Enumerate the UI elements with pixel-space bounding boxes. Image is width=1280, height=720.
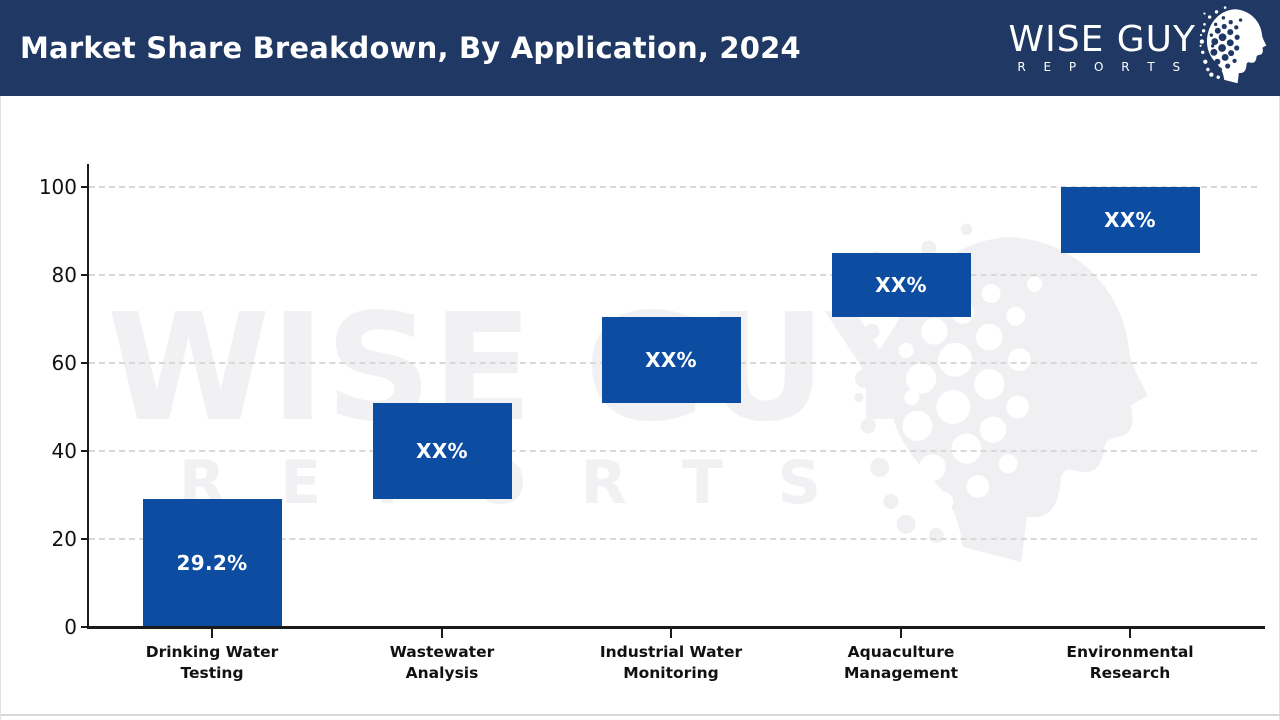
y-axis-line xyxy=(87,164,89,629)
y-tick xyxy=(81,450,89,452)
bar-segment: XX% xyxy=(1060,187,1200,253)
y-tick-label: 100 xyxy=(38,175,77,199)
y-tick xyxy=(81,538,89,540)
y-tick xyxy=(81,362,89,364)
bar-segment: XX% xyxy=(601,316,741,403)
logo-text: WISE GUY R E P O R T S xyxy=(1008,18,1197,74)
bar-value-label: XX% xyxy=(645,347,697,372)
x-tick xyxy=(900,629,902,638)
y-tick-label: 40 xyxy=(51,439,77,463)
bar-value-label: XX% xyxy=(1104,208,1156,232)
chart-title: Market Share Breakdown, By Application, … xyxy=(20,31,801,65)
bar-segment: 29.2% xyxy=(142,498,282,627)
gridline xyxy=(89,274,1257,276)
x-axis-line xyxy=(87,626,1265,629)
y-tick-label: 80 xyxy=(51,263,77,287)
x-tick xyxy=(670,629,672,638)
x-category-label: Environmental Research xyxy=(1066,643,1194,682)
wiseguy-logo: WISE GUY R E P O R T S xyxy=(1009,0,1273,96)
y-tick-label: 0 xyxy=(64,615,77,639)
x-tick xyxy=(441,629,443,638)
x-category-label: Industrial Water Monitoring xyxy=(599,643,743,682)
x-category-label: Aquaculture Management xyxy=(843,643,959,682)
page-bottom-rule xyxy=(1,714,1280,716)
wiseguy-face-icon xyxy=(1198,5,1272,91)
logo-name: WISE GUY xyxy=(1008,18,1196,60)
bar-value-label: XX% xyxy=(416,438,468,463)
y-tick-label: 60 xyxy=(51,351,77,375)
watermark-text: WISE GUY xyxy=(107,282,934,454)
bar-value-label: XX% xyxy=(875,272,927,297)
y-tick xyxy=(81,626,89,628)
gridline xyxy=(89,186,1257,188)
y-tick xyxy=(81,274,89,276)
y-tick-label: 20 xyxy=(51,527,77,551)
gridline xyxy=(89,538,1257,540)
x-category-label: Wastewater Analysis xyxy=(389,643,495,682)
x-tick xyxy=(1129,629,1131,638)
bar-value-label: 29.2% xyxy=(176,550,248,575)
y-tick xyxy=(81,186,89,188)
logo-tagline: R E P O R T S xyxy=(1017,59,1188,74)
bar-segment: XX% xyxy=(372,402,512,499)
x-category-label: Drinking Water Testing xyxy=(145,643,279,682)
x-tick xyxy=(211,629,213,638)
header-bar: Market Share Breakdown, By Application, … xyxy=(0,0,1280,96)
bar-segment: XX% xyxy=(831,253,971,317)
gridline xyxy=(89,450,1257,452)
chart-area: WISE GUY R E P O R T S 02040608010029.2%… xyxy=(0,96,1280,720)
